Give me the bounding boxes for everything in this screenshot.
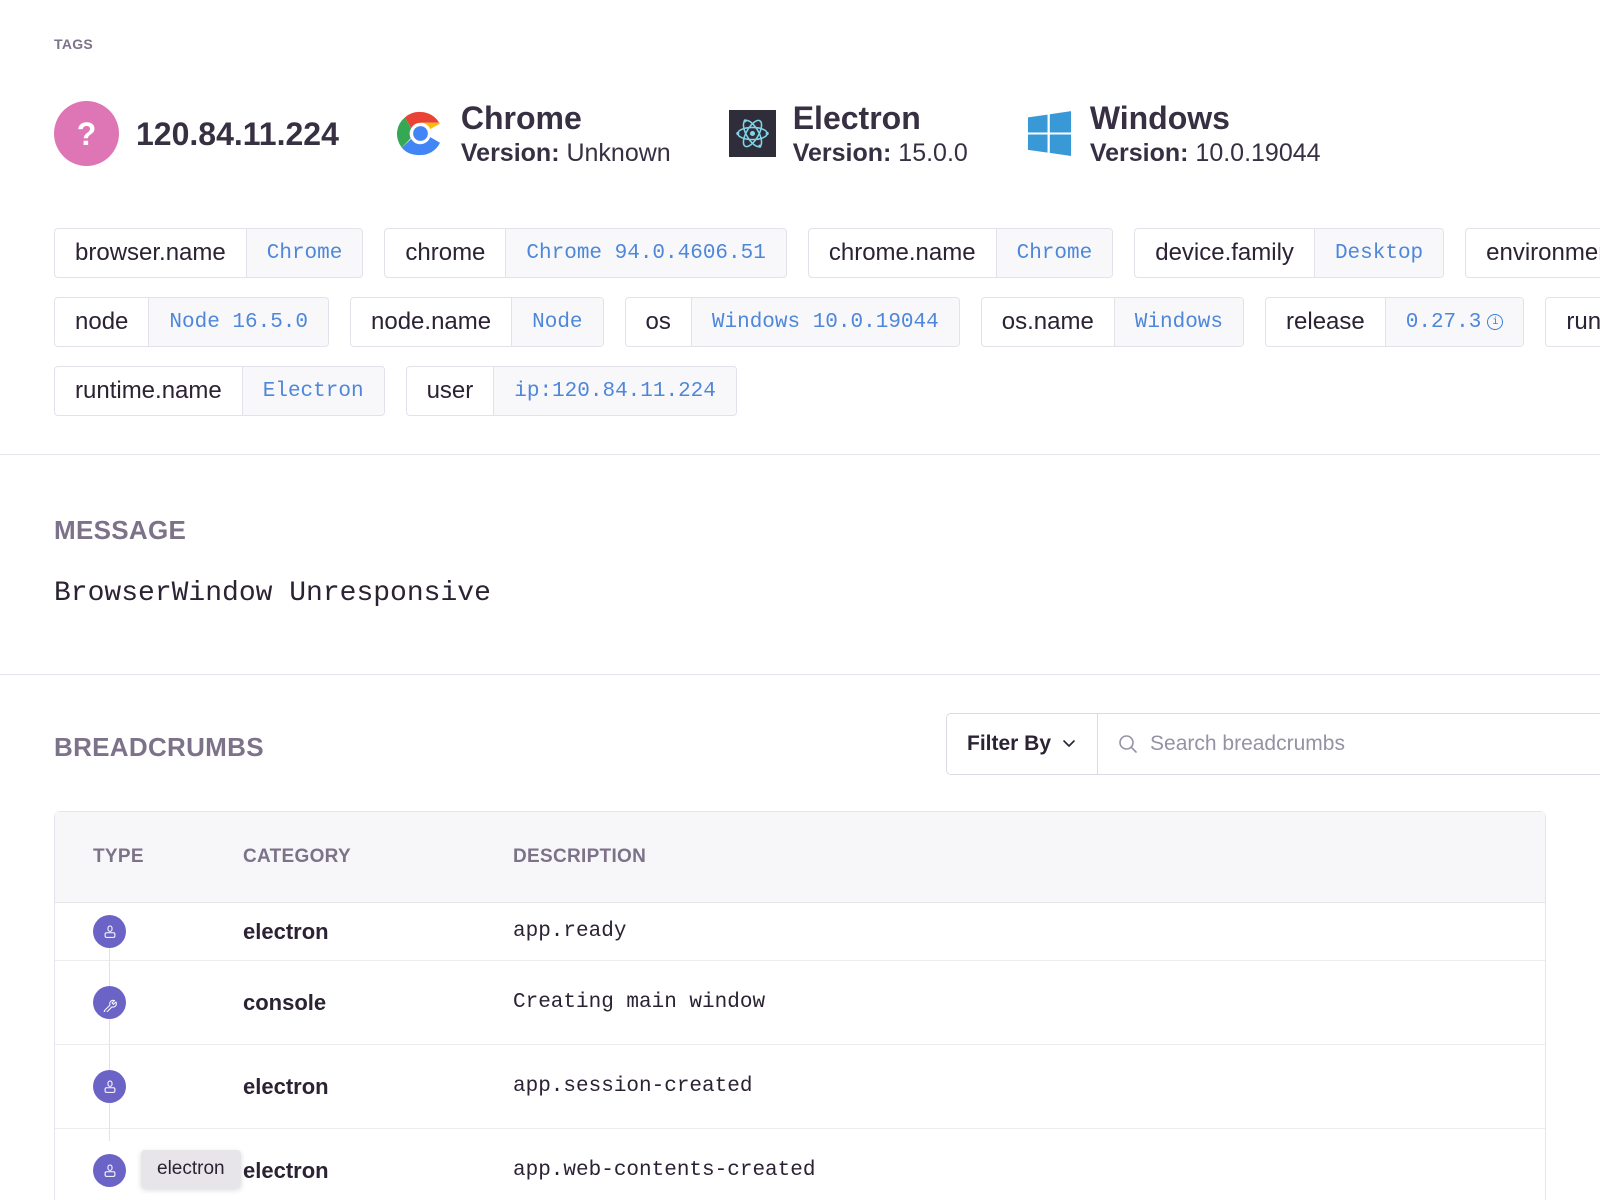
svg-text:?: ? (77, 116, 97, 152)
